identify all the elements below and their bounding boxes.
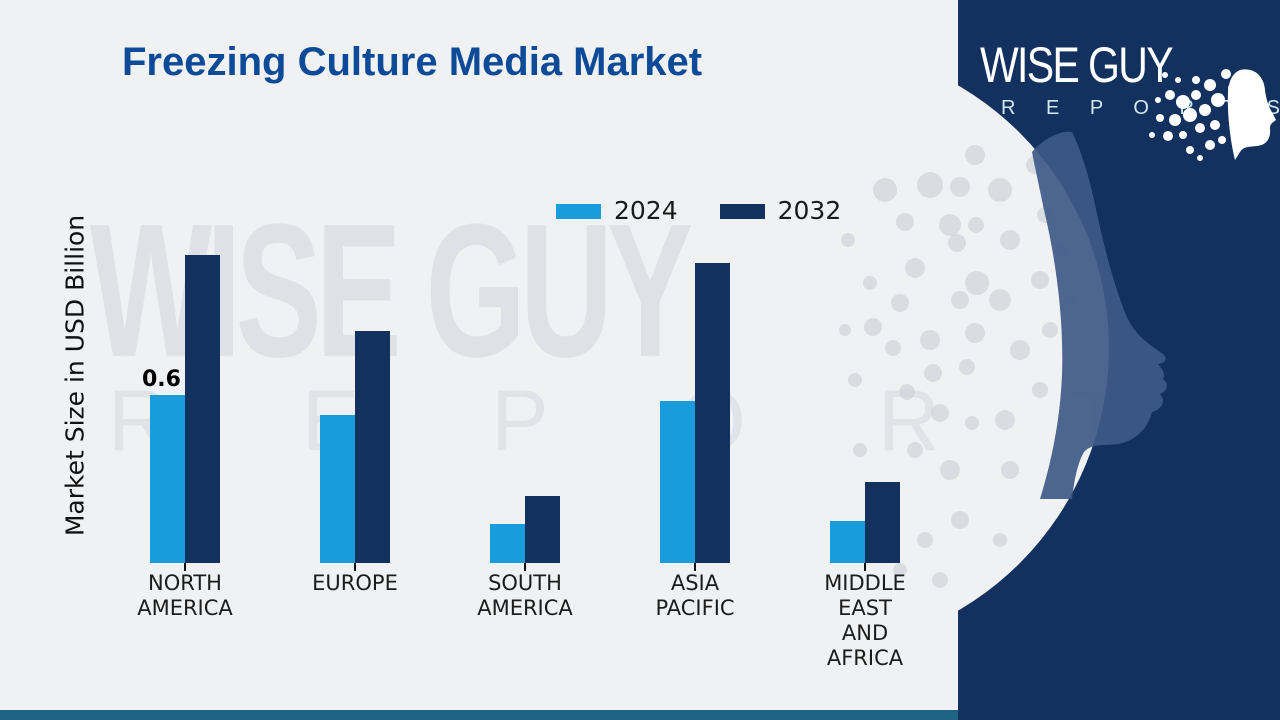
- watermark-dot: [905, 258, 925, 278]
- watermark-dot: [896, 213, 914, 231]
- watermark-dot: [864, 318, 882, 336]
- logo-head-dot: [1179, 131, 1187, 139]
- watermark-dot: [939, 214, 961, 236]
- x-axis-tick: [354, 563, 356, 571]
- logo-head-dot: [1210, 120, 1220, 130]
- logo-head-dot: [1228, 84, 1236, 92]
- bar-2032-middle-east-and-africa: [865, 482, 900, 563]
- logo-head-dot: [1191, 90, 1201, 100]
- logo-head-dot: [1183, 108, 1197, 122]
- watermark-dot: [940, 460, 960, 480]
- legend-swatch-2032: [719, 204, 765, 219]
- logo-head-dot: [1163, 131, 1173, 141]
- bottom-accent-bar: [0, 710, 962, 720]
- watermark-dot: [848, 373, 862, 387]
- logo-head-dot: [1162, 72, 1168, 78]
- face-profile-silhouette: [1032, 131, 1167, 499]
- logo-head-dot: [1192, 76, 1200, 84]
- bar-2024-middle-east-and-africa: [830, 521, 865, 563]
- logo-head-dot: [1186, 146, 1194, 154]
- chart-legend: 2024 2032: [556, 196, 883, 225]
- page-title: Freezing Culture Media Market: [122, 40, 703, 84]
- watermark-dot: [873, 178, 897, 202]
- watermark-dot: [917, 172, 943, 198]
- bar-2032-north-america: [185, 255, 220, 563]
- x-axis-tick: [694, 563, 696, 571]
- logo-head-dot: [1176, 95, 1190, 109]
- logo-head-dot: [1218, 136, 1226, 144]
- watermark-dot: [841, 233, 855, 247]
- logo-head-dot: [1156, 114, 1164, 122]
- bar-2024-europe: [320, 415, 355, 563]
- bar-2032-south-america: [525, 496, 560, 563]
- bar-2024-south-america: [490, 524, 525, 563]
- logo-head-dot: [1169, 114, 1181, 126]
- logo-head-dot: [1221, 69, 1231, 79]
- watermark-dot: [839, 324, 851, 336]
- watermark-dot: [920, 330, 940, 350]
- bar-2032-asia-pacific: [695, 263, 730, 563]
- watermark-dot: [931, 404, 949, 422]
- logo-wordmark: WISE GUY: [980, 37, 1174, 93]
- bar-2024-north-america: [150, 395, 185, 563]
- category-label-middle-east-and-africa: MIDDLE EAST AND AFRICA: [824, 571, 906, 670]
- watermark-dot: [891, 294, 909, 312]
- watermark-dot: [853, 443, 867, 457]
- x-axis-tick: [524, 563, 526, 571]
- legend-swatch-2024: [556, 204, 601, 219]
- category-label-north-america: NORTH AMERICA: [137, 571, 233, 620]
- logo-head-dot: [1197, 155, 1203, 161]
- logo-head-dot: [1204, 79, 1216, 91]
- watermark-dot: [899, 384, 915, 400]
- bar-2032-europe: [355, 331, 390, 563]
- bar-value-label: 0.6: [142, 367, 181, 392]
- logo-head-dot: [1195, 123, 1205, 133]
- category-label-asia-pacific: ASIA PACIFIC: [655, 571, 735, 620]
- watermark-dot: [907, 442, 923, 458]
- logo-head-dot: [1205, 140, 1215, 150]
- category-label-south-america: SOUTH AMERICA: [477, 571, 573, 620]
- logo-head-dot: [1149, 132, 1155, 138]
- watermark-dot: [863, 276, 877, 290]
- logo-head-dot: [1199, 104, 1211, 116]
- legend-label-2032: 2032: [777, 196, 842, 225]
- logo-head-dot: [1175, 77, 1181, 83]
- watermark-dot: [893, 563, 907, 577]
- x-axis-tick: [864, 563, 866, 571]
- watermark-dot: [917, 532, 933, 548]
- bar-2024-asia-pacific: [660, 401, 695, 563]
- category-label-europe: EUROPE: [312, 571, 398, 595]
- watermark-dot: [885, 340, 901, 356]
- legend-label-2024: 2024: [614, 196, 678, 225]
- watermark-dot: [932, 572, 948, 588]
- watermark-dot: [924, 364, 942, 382]
- logo-head-dot: [1155, 97, 1161, 103]
- wise-guy-reports-logo: WISE GUY R E P O R T S: [980, 37, 1280, 161]
- x-axis-tick: [184, 563, 186, 571]
- logo-head-dot: [1211, 93, 1225, 107]
- logo-head-icon: [1149, 69, 1276, 161]
- logo-head-dot: [1165, 90, 1175, 100]
